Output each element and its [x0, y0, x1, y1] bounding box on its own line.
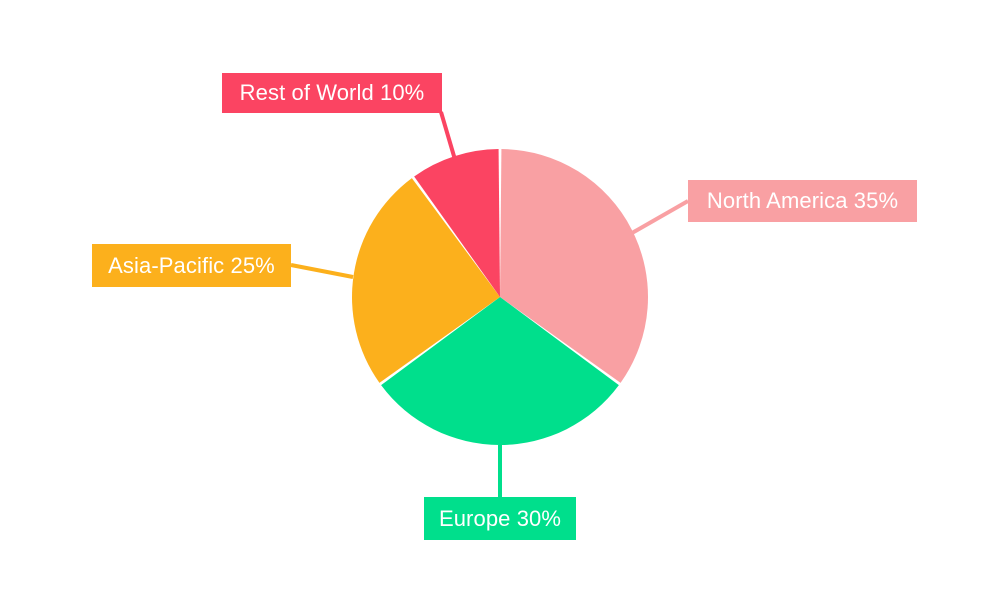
pie-label-north-america: North America 35%	[688, 180, 917, 222]
pie-label-asia-pacific-text: Asia-Pacific 25%	[108, 252, 275, 278]
leader-line-north-america	[631, 199, 689, 235]
pie-label-asia-pacific: Asia-Pacific 25%	[92, 244, 291, 287]
pie-label-rest-of-world: Rest of World 10%	[222, 73, 442, 113]
pie-slice-asia-pacific[interactable]	[352, 178, 500, 383]
leader-line-asia-pacific	[290, 263, 354, 279]
pie-label-north-america-text: North America 35%	[706, 188, 899, 213]
pie-slice-rest-of-world[interactable]	[414, 149, 500, 297]
pie-slices-group	[352, 149, 648, 445]
pie-label-europe-text: Europe 30%	[438, 505, 562, 531]
pie-slice-north-america[interactable]	[500, 149, 648, 383]
pie-slice-europe[interactable]	[381, 297, 619, 445]
pie-label-rest-of-world-text: Rest of World 10%	[239, 80, 425, 105]
pie-label-europe: Europe 30%	[424, 497, 576, 540]
leader-line-rest-of-world	[439, 111, 458, 164]
leader-lines-group	[290, 111, 689, 497]
